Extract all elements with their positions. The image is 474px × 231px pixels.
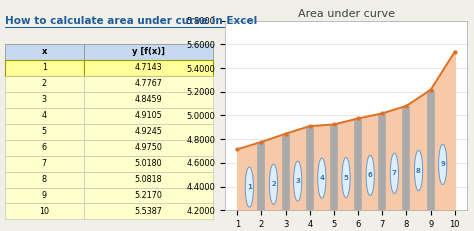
FancyBboxPatch shape [84, 172, 213, 188]
FancyBboxPatch shape [5, 76, 84, 92]
Text: 4: 4 [42, 111, 47, 120]
Text: 6: 6 [368, 172, 373, 178]
Text: 5.0180: 5.0180 [135, 159, 163, 168]
Circle shape [414, 150, 423, 191]
Text: 6: 6 [42, 143, 47, 152]
Text: 10: 10 [39, 207, 49, 216]
Circle shape [318, 158, 326, 198]
Circle shape [293, 161, 302, 201]
Circle shape [269, 164, 278, 204]
Text: 7: 7 [42, 159, 47, 168]
FancyBboxPatch shape [84, 76, 213, 92]
FancyBboxPatch shape [84, 108, 213, 124]
Text: 5.0818: 5.0818 [135, 175, 163, 184]
Text: 2: 2 [42, 79, 47, 88]
Text: 8: 8 [42, 175, 47, 184]
FancyBboxPatch shape [5, 92, 84, 108]
FancyBboxPatch shape [84, 188, 213, 204]
Text: 9: 9 [440, 161, 445, 167]
Text: 4.9245: 4.9245 [135, 127, 163, 136]
Text: y [f(x)]: y [f(x)] [132, 47, 165, 56]
FancyBboxPatch shape [5, 172, 84, 188]
Circle shape [342, 158, 350, 198]
Text: 4.8459: 4.8459 [135, 95, 163, 104]
Text: 4.9750: 4.9750 [135, 143, 163, 152]
Text: 5: 5 [42, 127, 47, 136]
Text: 5: 5 [344, 175, 348, 181]
Text: 7: 7 [392, 170, 397, 176]
Text: 5.2170: 5.2170 [135, 191, 163, 200]
FancyBboxPatch shape [5, 188, 84, 204]
FancyBboxPatch shape [5, 108, 84, 124]
FancyBboxPatch shape [84, 140, 213, 156]
FancyBboxPatch shape [84, 44, 213, 60]
FancyBboxPatch shape [84, 156, 213, 172]
Text: How to calculate area under curve in Excel: How to calculate area under curve in Exc… [5, 16, 257, 26]
Text: 1: 1 [247, 184, 252, 190]
Text: 3: 3 [295, 178, 300, 184]
Text: 4.7143: 4.7143 [135, 63, 163, 72]
FancyBboxPatch shape [5, 124, 84, 140]
FancyBboxPatch shape [5, 156, 84, 172]
Circle shape [366, 155, 374, 195]
Text: 4: 4 [319, 175, 324, 181]
Circle shape [438, 144, 447, 185]
FancyBboxPatch shape [5, 60, 84, 76]
Title: Area under curve: Area under curve [298, 9, 394, 19]
Text: 3: 3 [42, 95, 47, 104]
Text: 8: 8 [416, 167, 421, 173]
Circle shape [390, 153, 399, 194]
Circle shape [245, 167, 254, 207]
Text: 5.5387: 5.5387 [135, 207, 163, 216]
FancyBboxPatch shape [84, 92, 213, 108]
FancyBboxPatch shape [84, 60, 213, 76]
FancyBboxPatch shape [5, 140, 84, 156]
Text: 2: 2 [271, 181, 276, 187]
Text: 4.7767: 4.7767 [135, 79, 163, 88]
FancyBboxPatch shape [84, 204, 213, 219]
FancyBboxPatch shape [5, 44, 84, 60]
Text: 1: 1 [42, 63, 47, 72]
Text: 4.9105: 4.9105 [135, 111, 163, 120]
Text: x: x [42, 47, 47, 56]
FancyBboxPatch shape [84, 124, 213, 140]
FancyBboxPatch shape [5, 204, 84, 219]
Text: 9: 9 [42, 191, 47, 200]
